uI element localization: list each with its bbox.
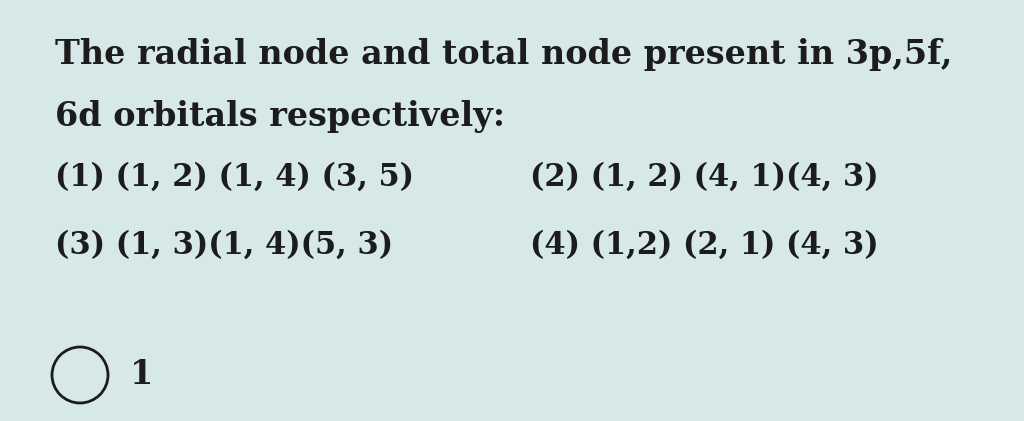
Text: (4) (1,2) (2, 1) (4, 3): (4) (1,2) (2, 1) (4, 3) [530, 230, 879, 261]
Text: (2) (1, 2) (4, 1)(4, 3): (2) (1, 2) (4, 1)(4, 3) [530, 162, 879, 193]
Text: 6d orbitals respectively:: 6d orbitals respectively: [55, 100, 505, 133]
Text: (3) (1, 3)(1, 4)(5, 3): (3) (1, 3)(1, 4)(5, 3) [55, 230, 393, 261]
Text: (1) (1, 2) (1, 4) (3, 5): (1) (1, 2) (1, 4) (3, 5) [55, 162, 414, 193]
Text: 1: 1 [130, 359, 154, 392]
Text: The radial node and total node present in 3p,5f,: The radial node and total node present i… [55, 38, 952, 71]
